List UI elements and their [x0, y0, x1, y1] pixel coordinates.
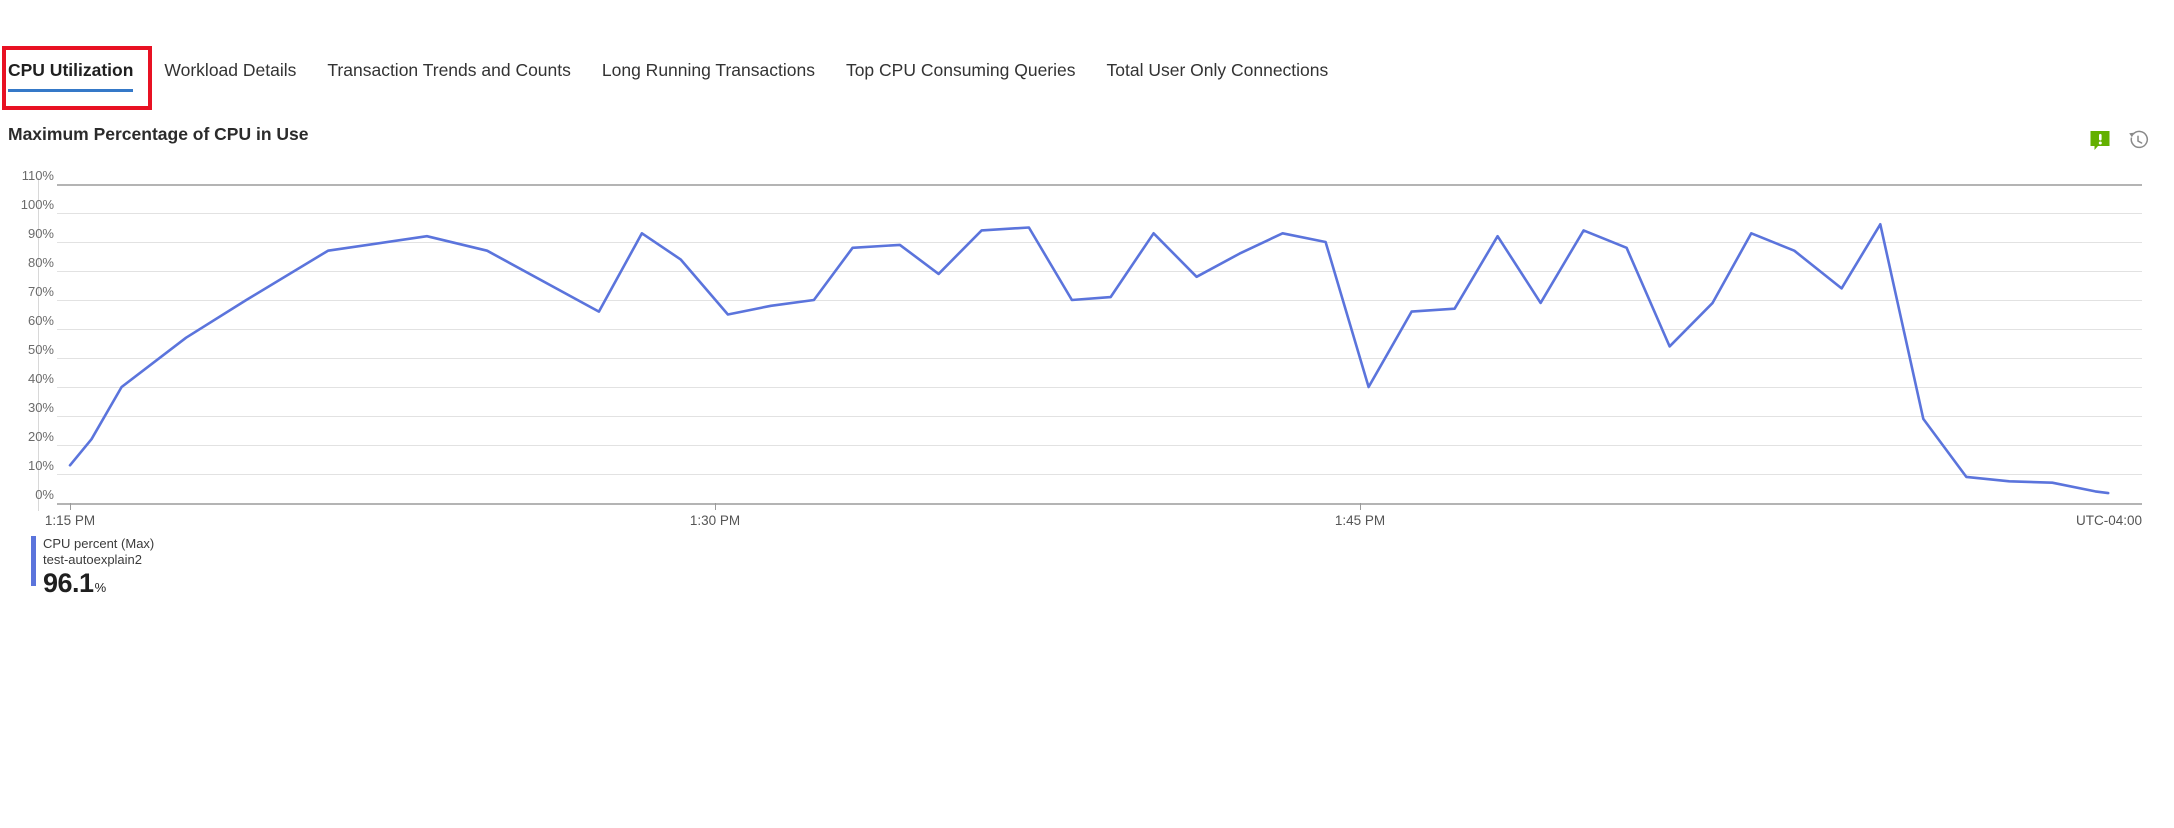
y-axis-label-90: 90% — [27, 226, 54, 241]
tab-transaction-trends-and-counts[interactable]: Transaction Trends and Counts — [327, 60, 571, 80]
gridline-10 — [57, 474, 2142, 475]
legend-value: 96.1 — [43, 568, 94, 598]
x-axis-label: 1:30 PM — [689, 513, 741, 528]
y-axis-label-40: 40% — [27, 371, 54, 386]
gridline-80 — [57, 271, 2142, 272]
y-axis-label-60: 60% — [27, 313, 54, 328]
legend-item-cpu-percent[interactable]: CPU percent (Max) test-autoexplain2 96.1… — [31, 536, 154, 599]
gridline-110 — [57, 184, 2142, 186]
tab-top-cpu-consuming-queries[interactable]: Top CPU Consuming Queries — [845, 60, 1076, 80]
legend-unit: % — [94, 580, 107, 595]
y-axis-label-110: 110% — [21, 168, 54, 183]
gridline-0 — [57, 503, 2142, 505]
feedback-icon[interactable] — [2088, 128, 2112, 152]
chart-title: Maximum Percentage of CPU in Use — [8, 124, 309, 144]
x-axis-tick — [715, 503, 716, 510]
legend-color-bar — [31, 536, 36, 586]
y-axis-label-100: 100% — [20, 197, 54, 212]
gridline-70 — [57, 300, 2142, 301]
gridline-40 — [57, 387, 2142, 388]
legend-resource-name: test-autoexplain2 — [43, 551, 143, 567]
y-axis-label-70: 70% — [27, 284, 54, 299]
x-axis-tick — [70, 503, 71, 510]
gridline-30 — [57, 416, 2142, 417]
tab-total-user-only-connections[interactable]: Total User Only Connections — [1106, 60, 1329, 80]
y-axis-label-10: 10% — [27, 458, 54, 473]
gridline-20 — [57, 445, 2142, 446]
tab-long-running-transactions[interactable]: Long Running Transactions — [601, 60, 815, 80]
gridline-90 — [57, 242, 2142, 243]
y-axis-label-30: 30% — [27, 400, 54, 415]
history-icon[interactable] — [2126, 128, 2150, 152]
legend-value-row: 96.1% — [43, 568, 154, 599]
gridline-50 — [57, 358, 2142, 359]
tab-workload-details[interactable]: Workload Details — [164, 60, 297, 80]
timezone-label: UTC-04:00 — [2075, 513, 2142, 528]
tab-cpu-utilization[interactable]: CPU Utilization — [8, 60, 134, 92]
x-axis-label: 1:15 PM — [44, 513, 96, 528]
legend-series-label: CPU percent (Max) — [43, 536, 155, 551]
y-axis-label-20: 20% — [27, 429, 54, 444]
y-axis-label-50: 50% — [27, 342, 54, 357]
metrics-tab-bar: CPU Utilization Workload Details Transacti… — [8, 60, 1328, 92]
y-axis-label-0: 0% — [35, 487, 54, 502]
x-axis-tick — [1360, 503, 1361, 510]
gridline-100 — [57, 213, 2142, 214]
y-axis-frame-line — [38, 178, 39, 511]
chart-header-icons — [2088, 128, 2150, 152]
y-axis-label-80: 80% — [27, 255, 54, 270]
gridline-60 — [57, 329, 2142, 330]
x-axis-label: 1:45 PM — [1334, 513, 1386, 528]
